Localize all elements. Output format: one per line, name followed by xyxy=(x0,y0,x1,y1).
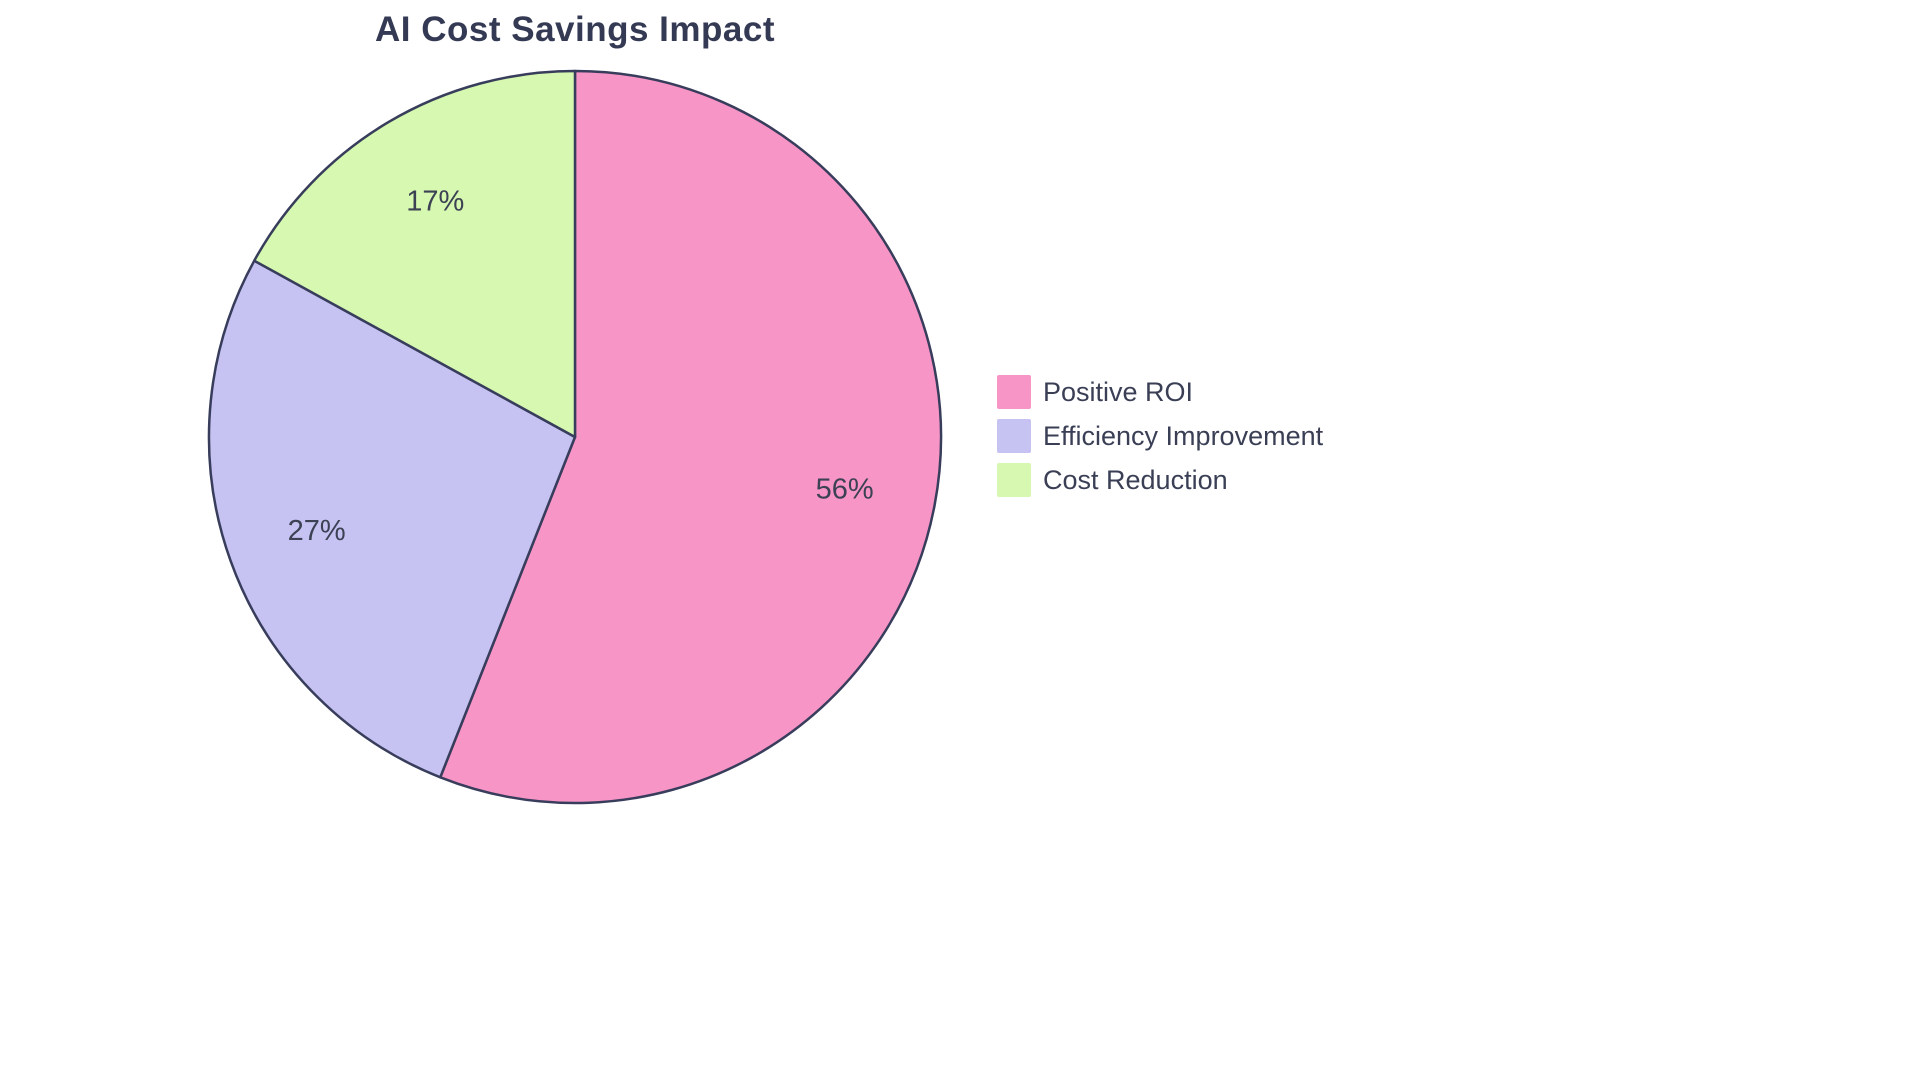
chart-legend: Positive ROI Efficiency Improvement Cost R… xyxy=(997,374,1323,498)
legend-label: Positive ROI xyxy=(1043,376,1194,407)
legend-item: Cost Reduction xyxy=(997,462,1323,498)
legend-swatch xyxy=(997,463,1031,497)
legend-item: Positive ROI xyxy=(997,374,1323,410)
chart-title: AI Cost Savings Impact xyxy=(375,10,775,49)
legend-label: Cost Reduction xyxy=(1043,464,1228,495)
pie-slice-cost-reduction xyxy=(253,69,577,439)
pie-slice-label: 56% xyxy=(816,473,874,505)
pie-slice-label: 17% xyxy=(406,186,464,218)
legend-swatch xyxy=(997,419,1031,453)
pie-slice-positive-roi xyxy=(439,69,943,805)
pie-slice-label: 27% xyxy=(288,515,346,547)
legend-swatch xyxy=(997,375,1031,409)
legend-item: Efficiency Improvement xyxy=(997,418,1323,454)
pie-slice-efficiency-improvement xyxy=(207,259,577,779)
legend-label: Efficiency Improvement xyxy=(1043,420,1324,451)
